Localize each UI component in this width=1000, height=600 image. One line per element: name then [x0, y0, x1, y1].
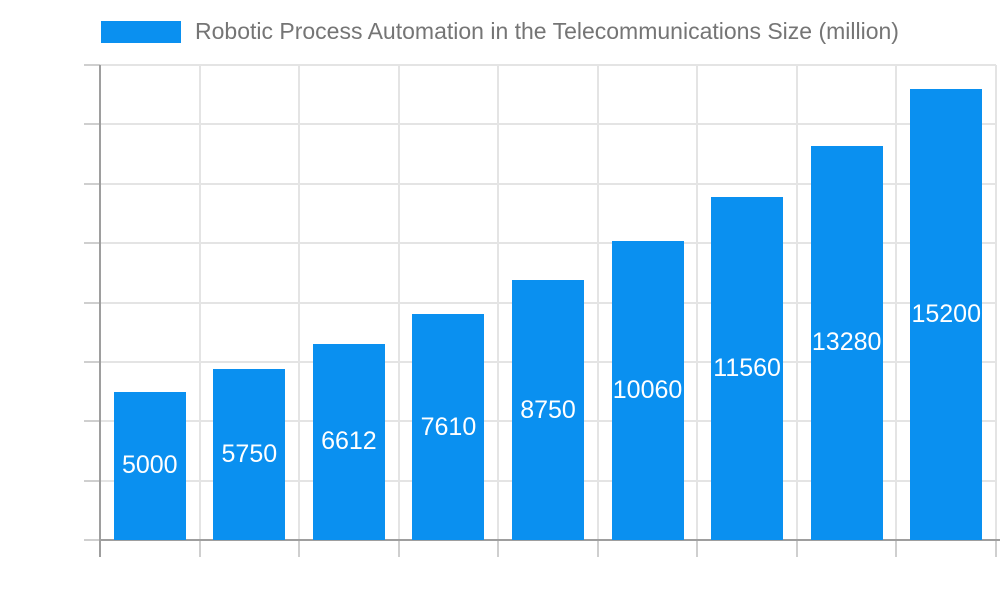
h-gridline: [100, 64, 996, 66]
bar: 8750: [512, 280, 584, 540]
x-tick: [596, 540, 599, 557]
y-tick: [84, 123, 100, 126]
v-gridline: [198, 65, 201, 540]
v-gridline: [795, 65, 798, 540]
v-gridline: [696, 65, 699, 540]
bar-value-label: 5000: [121, 451, 178, 480]
bar-value-label: 7610: [420, 412, 477, 441]
y-tick: [84, 242, 100, 245]
v-gridline: [995, 65, 997, 540]
h-gridline: [100, 123, 996, 126]
y-tick: [84, 182, 100, 185]
x-tick: [696, 540, 699, 557]
bar: 13280: [810, 145, 883, 540]
y-tick: [84, 64, 100, 66]
bar-value-label: 10060: [612, 376, 683, 405]
legend-swatch: [101, 20, 182, 43]
v-gridline: [397, 65, 400, 540]
h-gridline: [100, 242, 996, 245]
x-tick: [995, 540, 997, 557]
y-axis-line: [99, 65, 101, 557]
bar-value-label: 11560: [713, 353, 781, 382]
bar-value-label: 15200: [911, 299, 981, 328]
bar: 5750: [213, 369, 286, 540]
y-tick: [84, 301, 100, 304]
bar-value-label: 6612: [321, 427, 377, 456]
h-gridline: [100, 182, 996, 185]
x-tick: [198, 540, 201, 557]
legend-label: Robotic Process Automation in the Teleco…: [195, 18, 899, 44]
bar: 11560: [711, 196, 784, 540]
v-gridline: [596, 65, 599, 540]
x-tick: [895, 540, 898, 557]
bar: 10060: [611, 241, 684, 540]
bar-value-label: 8750: [520, 395, 576, 424]
x-tick: [795, 540, 798, 557]
v-gridline: [298, 65, 301, 540]
y-tick: [84, 360, 100, 363]
y-tick: [84, 539, 100, 541]
legend: Robotic Process Automation in the Teleco…: [0, 18, 1000, 45]
bar: 5000: [113, 391, 186, 540]
bar: 6612: [312, 343, 385, 540]
x-tick: [298, 540, 301, 557]
x-tick: [397, 540, 400, 557]
y-tick: [84, 420, 100, 423]
bar: 15200: [910, 88, 983, 540]
x-axis-line: [100, 539, 1000, 541]
bar-value-label: 13280: [811, 328, 882, 357]
bar-value-label: 5750: [221, 440, 278, 469]
v-gridline: [497, 65, 500, 540]
bar: 7610: [412, 314, 485, 540]
x-tick: [497, 540, 500, 557]
v-gridline: [895, 65, 898, 540]
y-tick: [84, 479, 100, 482]
